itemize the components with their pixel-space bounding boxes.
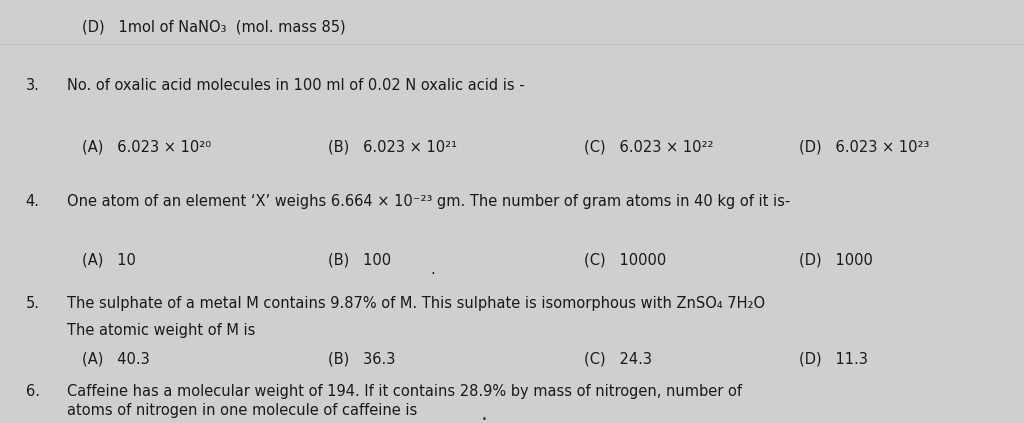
Text: (B)   100: (B) 100 [328,252,391,267]
Text: 4.: 4. [26,194,40,209]
Text: (B)   6.023 × 10²¹: (B) 6.023 × 10²¹ [328,140,457,155]
Text: (C)   6.023 × 10²²: (C) 6.023 × 10²² [584,140,713,155]
Text: (A)   6.023 × 10²⁰: (A) 6.023 × 10²⁰ [82,140,211,155]
Text: No. of oxalic acid molecules in 100 ml of 0.02 N oxalic acid is -: No. of oxalic acid molecules in 100 ml o… [67,78,524,93]
Text: (A)   10: (A) 10 [82,252,136,267]
Text: One atom of an element ‘X’ weighs 6.664 × 10⁻²³ gm. The number of gram atoms in : One atom of an element ‘X’ weighs 6.664 … [67,194,790,209]
Text: .: . [430,261,435,277]
Text: 5.: 5. [26,297,40,311]
Text: (B)   36.3: (B) 36.3 [328,352,395,367]
Text: (D)   6.023 × 10²³: (D) 6.023 × 10²³ [799,140,929,155]
Text: (C)   24.3: (C) 24.3 [584,352,651,367]
Text: 3.: 3. [26,78,40,93]
Text: The sulphate of a metal M contains 9.87% of M. This sulphate is isomorphous with: The sulphate of a metal M contains 9.87%… [67,297,765,311]
Text: •: • [481,415,486,423]
Text: (D)   11.3: (D) 11.3 [799,352,867,367]
Text: (A)   40.3: (A) 40.3 [82,352,150,367]
Text: atoms of nitrogen in one molecule of caffeine is: atoms of nitrogen in one molecule of caf… [67,403,417,418]
Text: (D)   1mol of NaNO₃  (mol. mass 85): (D) 1mol of NaNO₃ (mol. mass 85) [82,19,345,35]
Text: (D)   1000: (D) 1000 [799,252,872,267]
Text: The atomic weight of M is: The atomic weight of M is [67,323,255,338]
Text: (C)   10000: (C) 10000 [584,252,666,267]
Text: Caffeine has a molecular weight of 194. If it contains 28.9% by mass of nitrogen: Caffeine has a molecular weight of 194. … [67,384,741,398]
Text: 6.: 6. [26,384,40,398]
